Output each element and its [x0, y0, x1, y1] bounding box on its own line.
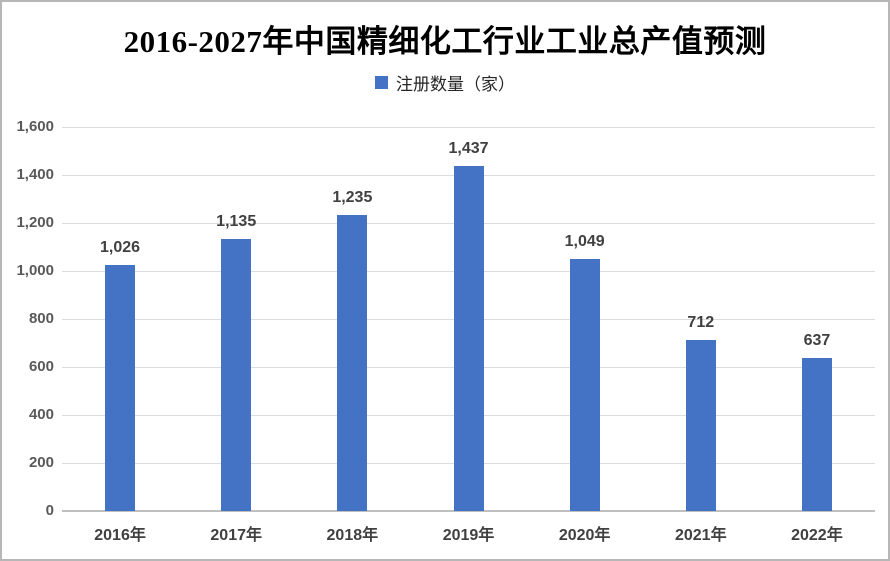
bar-value-label: 637 [803, 332, 831, 350]
y-axis-tick-label: 1,400 [16, 166, 54, 183]
legend-label: 注册数量（家） [396, 75, 515, 94]
x-axis-tick-label: 2018年 [326, 527, 379, 544]
gridline [62, 127, 875, 128]
y-axis-tick-label: 200 [28, 454, 54, 471]
x-axis-tick-label: 2021年 [674, 527, 727, 544]
y-axis-tick-label: 1,600 [16, 118, 54, 135]
bar-2018年 [337, 214, 368, 511]
bar-value-label: 1,049 [564, 233, 605, 251]
x-axis-tick-label: 2019年 [442, 527, 495, 544]
bar-2019年 [453, 166, 484, 511]
x-axis-tick-label: 2020年 [558, 527, 611, 544]
x-axis-line [62, 510, 875, 512]
bar-value-label: 1,135 [216, 212, 257, 230]
y-axis-tick-label: 0 [45, 502, 54, 519]
x-axis-tick-label: 2016年 [94, 527, 146, 544]
bar-value-label: 712 [687, 314, 715, 332]
y-axis-tick-label: 1,000 [16, 262, 54, 279]
bar-2020年 [569, 259, 600, 511]
y-axis-tick-label: 400 [28, 406, 54, 423]
plot-area: 0 200 400 600 800 1,000 1,200 1,400 1,600 1,026 20… [16, 118, 875, 544]
bar-2017年 [221, 238, 252, 511]
y-axis-tick-label: 600 [28, 358, 54, 375]
chart-title: 2016-2027年中国精细化工行业工业总产值预测 [123, 24, 767, 59]
chart-legend: 注册数量（家） [2, 70, 888, 95]
legend-marker-square-icon [375, 76, 388, 89]
bar-2021年 [685, 340, 716, 511]
bar-2022年 [801, 358, 832, 511]
x-axis-tick-label: 2022年 [791, 527, 843, 544]
x-axis-tick-label: 2017年 [210, 527, 262, 544]
bar-2016年 [105, 264, 136, 511]
bar-value-label: 1,026 [100, 238, 141, 256]
y-axis-tick-label: 800 [28, 310, 54, 327]
bar-value-label: 1,437 [448, 140, 489, 158]
bar-value-label: 1,235 [332, 188, 373, 206]
y-axis-tick-label: 1,200 [16, 214, 54, 231]
